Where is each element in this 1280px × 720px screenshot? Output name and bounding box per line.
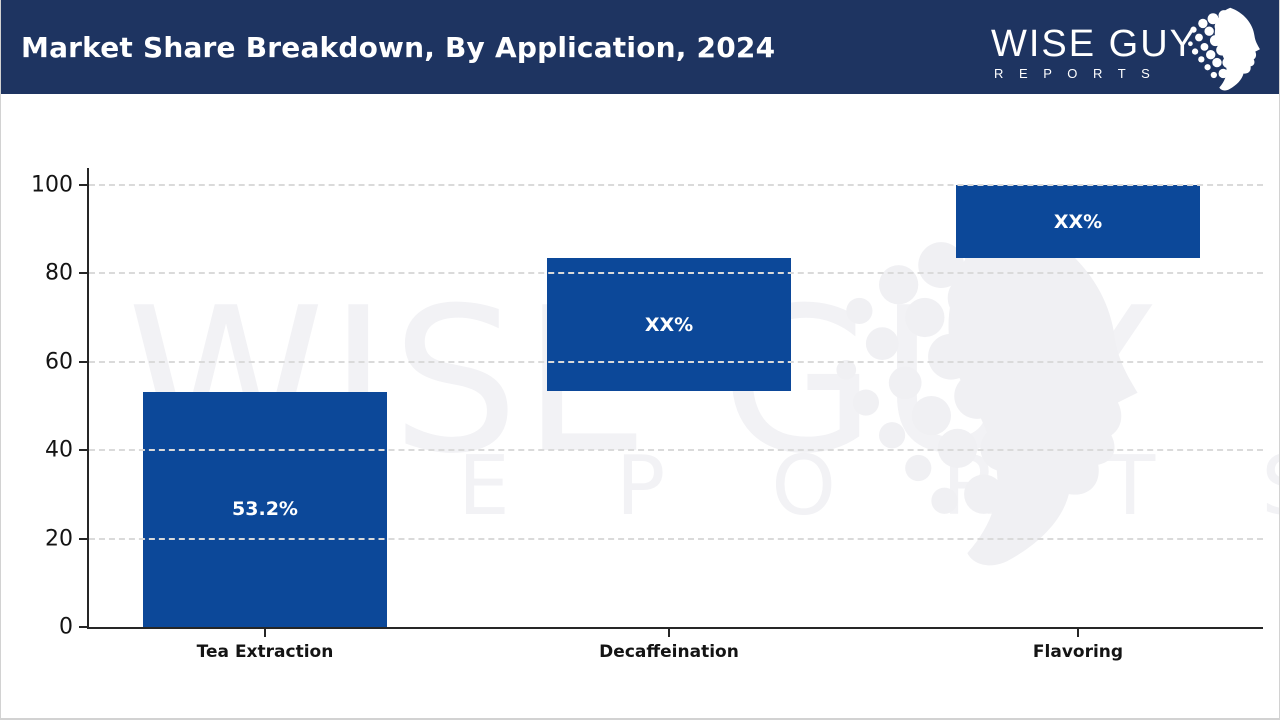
x-category-label: Decaffeination [599, 642, 739, 662]
y-tick [79, 272, 87, 275]
bar-flavoring [956, 185, 1200, 258]
y-tick-label: 0 [59, 614, 73, 640]
gridline [89, 272, 1263, 275]
y-tick-label: 80 [45, 260, 73, 286]
header-bar: Market Share Breakdown, By Application, … [1, 0, 1279, 94]
x-tick [1077, 629, 1079, 637]
y-tick [79, 449, 87, 452]
watermark-tagline: R E P O R T S [295, 439, 1280, 534]
y-tick-label: 20 [45, 526, 73, 552]
bar-tea-extraction [143, 391, 387, 627]
y-tick [79, 184, 87, 187]
y-axis-line [87, 168, 89, 629]
bar-value-label: XX% [644, 313, 694, 336]
logo-wordmark: WISE GUY [990, 23, 1197, 65]
logo-text: WISE GUY R E P O R T S [991, 25, 1197, 81]
y-tick-label: 100 [31, 172, 73, 198]
gridline [89, 537, 1263, 540]
logo-head-icon [1181, 6, 1267, 94]
x-category-label: Flavoring [1032, 642, 1124, 662]
x-tick [668, 629, 670, 637]
bar-decaffeination [547, 258, 791, 391]
page-title: Market Share Breakdown, By Application, … [21, 30, 776, 64]
bar-value-label: 53.2% [232, 498, 298, 521]
x-category-label: Tea Extraction [196, 642, 334, 662]
y-tick [79, 537, 87, 540]
y-tick [79, 626, 87, 628]
y-tick-label: 40 [45, 437, 73, 463]
bar-value-label: XX% [1053, 210, 1103, 233]
gridline [89, 449, 1263, 452]
x-axis-line [87, 627, 1263, 629]
x-tick [264, 629, 266, 637]
y-tick-label: 60 [45, 349, 73, 375]
logo-tagline: R E P O R T S [993, 66, 1156, 81]
y-tick [79, 360, 87, 363]
gridline [89, 360, 1263, 363]
watermark-head-icon [807, 212, 1167, 580]
gridline [89, 184, 1263, 187]
wiseguy-logo: WISE GUY R E P O R T S [991, 6, 1267, 94]
